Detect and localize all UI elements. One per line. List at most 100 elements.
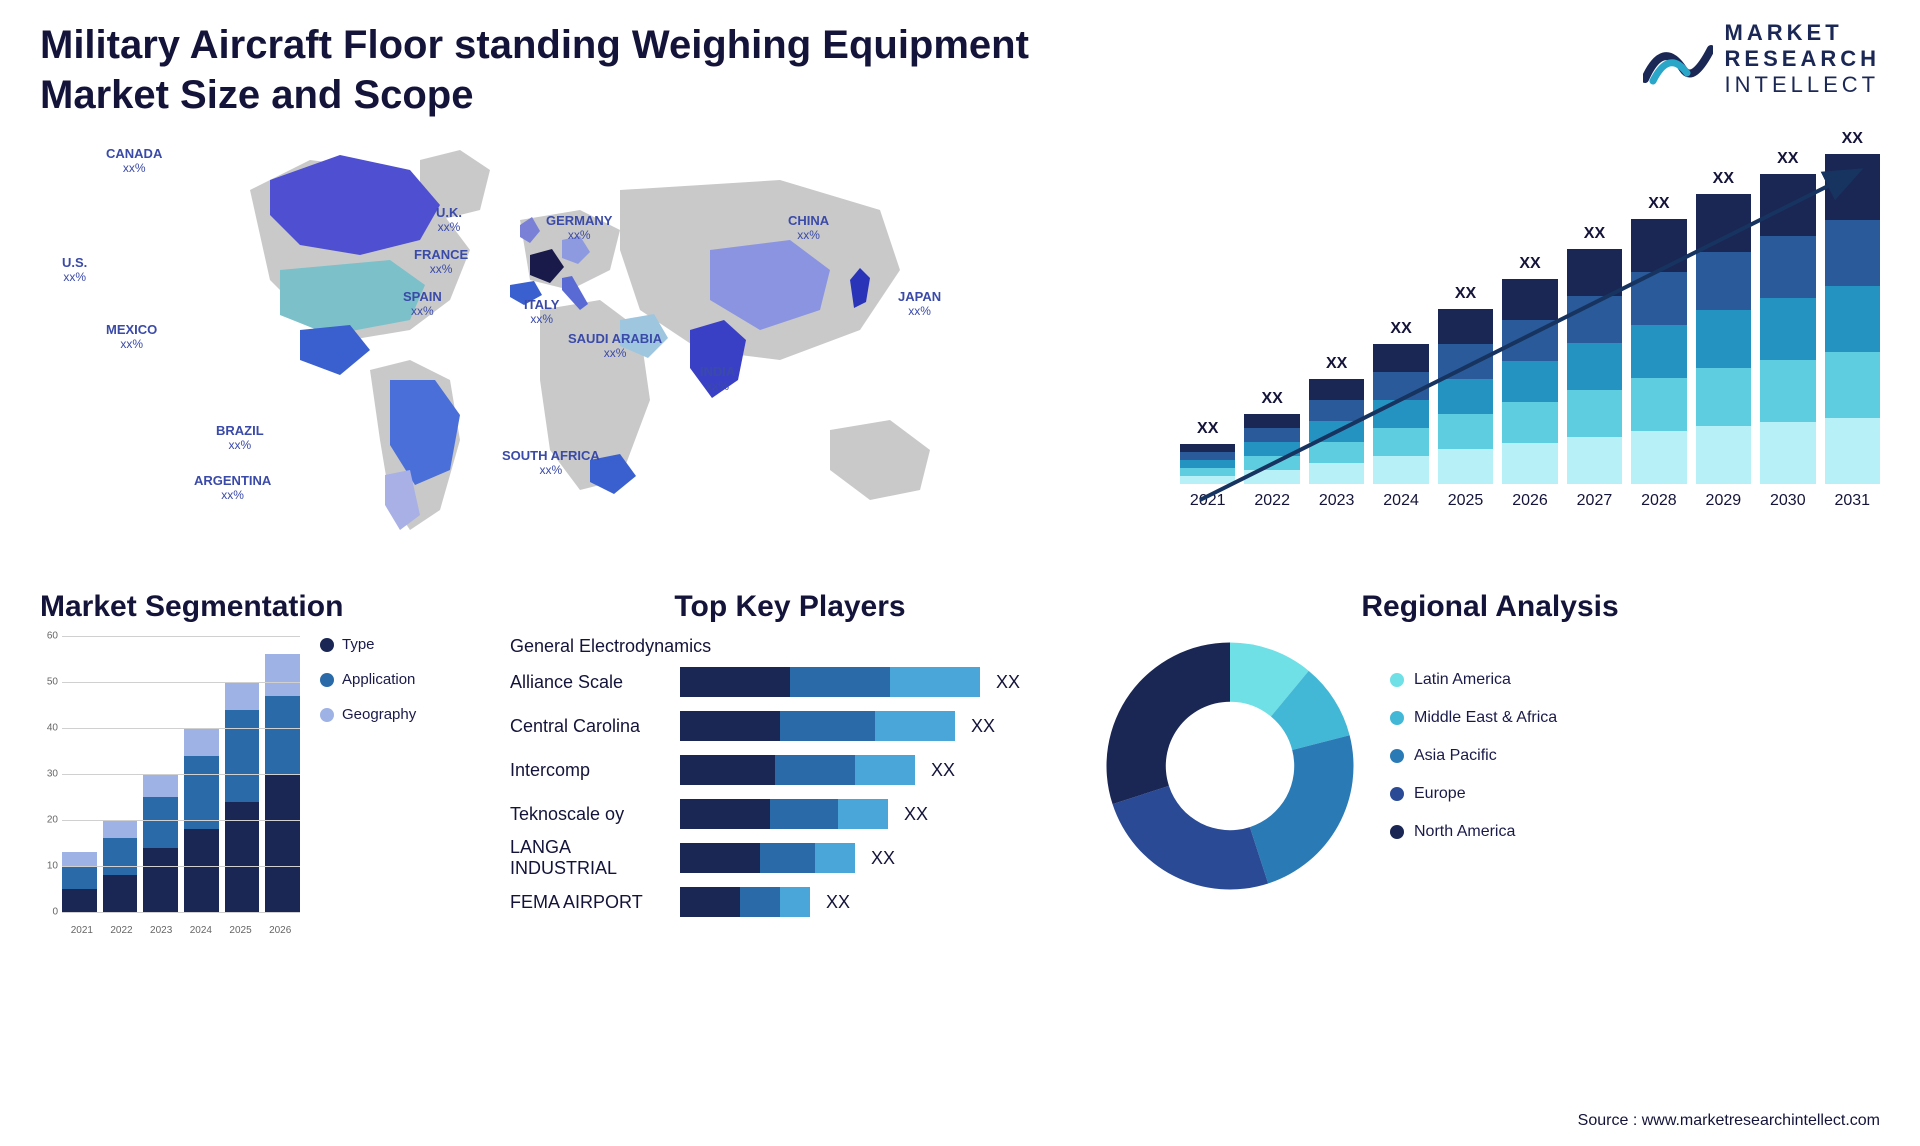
growth-value-label: XX: [1455, 285, 1476, 303]
regional-legend-item: North America: [1390, 823, 1557, 841]
key-player-row: LANGA INDUSTRIALXX: [510, 841, 1070, 875]
key-player-row: Intercomp XX: [510, 753, 1070, 787]
growth-year-label: 2023: [1319, 492, 1355, 510]
donut-segment-europe: [1113, 786, 1269, 890]
key-player-value: XX: [931, 760, 955, 781]
growth-value-label: XX: [1648, 195, 1669, 213]
key-player-name: Alliance Scale: [510, 672, 680, 693]
segmentation-title: Market Segmentation: [40, 590, 480, 624]
key-players-header: General Electrodynamics: [510, 636, 1070, 657]
growth-bar-2029: XX 2029: [1696, 170, 1751, 510]
map-label-germany: GERMANYxx%: [546, 214, 612, 243]
growth-value-label: XX: [1584, 225, 1605, 243]
key-player-value: XX: [826, 892, 850, 913]
regional-legend-item: Latin America: [1390, 671, 1557, 689]
growth-bar-2028: XX 2028: [1631, 195, 1686, 510]
segmentation-bar-2025: [225, 682, 260, 912]
key-player-bar: [680, 843, 855, 873]
source-attribution: Source : www.marketresearchintellect.com: [1578, 1112, 1880, 1130]
brand-logo: MARKET RESEARCH INTELLECT: [1643, 20, 1880, 98]
world-map: CANADAxx% U.S.xx% MEXICOxx% BRAZILxx% ARGENT…: [40, 130, 1140, 550]
growth-value-label: XX: [1262, 390, 1283, 408]
key-player-value: XX: [996, 672, 1020, 693]
growth-bar-2021: XX 2021: [1180, 420, 1235, 510]
legend-dot-icon: [320, 673, 334, 687]
growth-year-label: 2030: [1770, 492, 1806, 510]
map-label-south-africa: SOUTH AFRICAxx%: [502, 449, 600, 478]
growth-bar-2023: XX2023: [1309, 355, 1364, 510]
logo-line-1: MARKET: [1725, 20, 1880, 46]
map-label-italy: ITALYxx%: [524, 298, 559, 327]
regional-legend-item: Asia Pacific: [1390, 747, 1557, 765]
segmentation-legend-item: Geography: [320, 706, 416, 723]
growth-year-label: 2024: [1383, 492, 1419, 510]
legend-dot-icon: [1390, 749, 1404, 763]
key-players-title: Top Key Players: [510, 590, 1070, 624]
key-player-row: Central CarolinaXX: [510, 709, 1070, 743]
segmentation-legend-item: Application: [320, 671, 416, 688]
logo-swoosh-icon: [1643, 29, 1713, 89]
regional-legend-item: Middle East & Africa: [1390, 709, 1557, 727]
growth-year-label: 2025: [1448, 492, 1484, 510]
key-player-bar: [680, 755, 915, 785]
donut-segment-north-america: [1107, 643, 1231, 805]
map-label-u-s-: U.S.xx%: [62, 256, 87, 285]
page-title: Military Aircraft Floor standing Weighin…: [40, 20, 1040, 120]
key-player-value: XX: [871, 848, 895, 869]
key-player-value: XX: [904, 804, 928, 825]
growth-bar-chart: XX2021XX2022XX2023XX2024XX2025XX2026XX20…: [1180, 130, 1880, 550]
key-player-name: Intercomp: [510, 760, 680, 781]
legend-dot-icon: [320, 638, 334, 652]
logo-line-2: RESEARCH: [1725, 46, 1880, 72]
key-player-bar: [680, 667, 980, 697]
key-player-bar: [680, 799, 888, 829]
map-label-saudi-arabia: SAUDI ARABIAxx%: [568, 332, 662, 361]
map-label-india: INDIAxx%: [700, 365, 735, 394]
growth-value-label: XX: [1842, 130, 1863, 148]
growth-year-label: 2028: [1641, 492, 1677, 510]
segmentation-legend: TypeApplicationGeography: [320, 636, 416, 936]
legend-dot-icon: [1390, 711, 1404, 725]
regional-legend: Latin America Middle East & Africa Asia Pa…: [1390, 671, 1557, 861]
legend-dot-icon: [320, 708, 334, 722]
map-label-brazil: BRAZILxx%: [216, 424, 264, 453]
map-label-china: CHINAxx%: [788, 214, 829, 243]
donut-segment-asia-pacific: [1250, 735, 1354, 883]
segmentation-bar-chart: 0102030405060 202120222023202420252026: [40, 636, 300, 936]
regional-analysis-panel: Regional Analysis Latin America Middle Ea…: [1100, 590, 1880, 970]
map-label-france: FRANCExx%: [414, 248, 468, 277]
key-player-bar: [680, 887, 810, 917]
regional-donut-chart: [1100, 636, 1360, 896]
segmentation-bar-2023: [143, 774, 178, 912]
growth-value-label: XX: [1390, 320, 1411, 338]
growth-year-label: 2029: [1706, 492, 1742, 510]
growth-year-label: 2021: [1190, 492, 1226, 510]
logo-line-3: INTELLECT: [1725, 72, 1880, 98]
key-player-row: Teknoscale oyXX: [510, 797, 1070, 831]
segmentation-bar-2021: [62, 852, 97, 912]
key-player-row: FEMA AIRPORTXX: [510, 885, 1070, 919]
legend-dot-icon: [1390, 787, 1404, 801]
growth-year-label: 2027: [1577, 492, 1613, 510]
key-players-panel: Top Key Players General Electrodynamics …: [510, 590, 1070, 970]
key-player-row: Alliance Scale XX: [510, 665, 1070, 699]
growth-year-label: 2031: [1834, 492, 1870, 510]
legend-dot-icon: [1390, 673, 1404, 687]
legend-dot-icon: [1390, 825, 1404, 839]
map-label-canada: CANADAxx%: [106, 147, 162, 176]
growth-bar-2030: XX2030: [1760, 150, 1815, 510]
growth-bar-2025: XX 2025: [1438, 285, 1493, 510]
growth-bar-2022: XX2022: [1244, 390, 1299, 510]
growth-value-label: XX: [1197, 420, 1218, 438]
regional-legend-item: Europe: [1390, 785, 1557, 803]
growth-value-label: XX: [1713, 170, 1734, 188]
regional-title: Regional Analysis: [1100, 590, 1880, 624]
growth-value-label: XX: [1519, 255, 1540, 273]
map-label-spain: SPAINxx%: [403, 290, 442, 319]
growth-bar-2024: XX 2024: [1373, 320, 1428, 510]
growth-bar-2031: XX 2031: [1825, 130, 1880, 510]
map-label-u-k-: U.K.xx%: [436, 206, 462, 235]
map-label-mexico: MEXICOxx%: [106, 323, 157, 352]
growth-bar-2027: XX 2027: [1567, 225, 1622, 510]
map-label-argentina: ARGENTINAxx%: [194, 474, 271, 503]
